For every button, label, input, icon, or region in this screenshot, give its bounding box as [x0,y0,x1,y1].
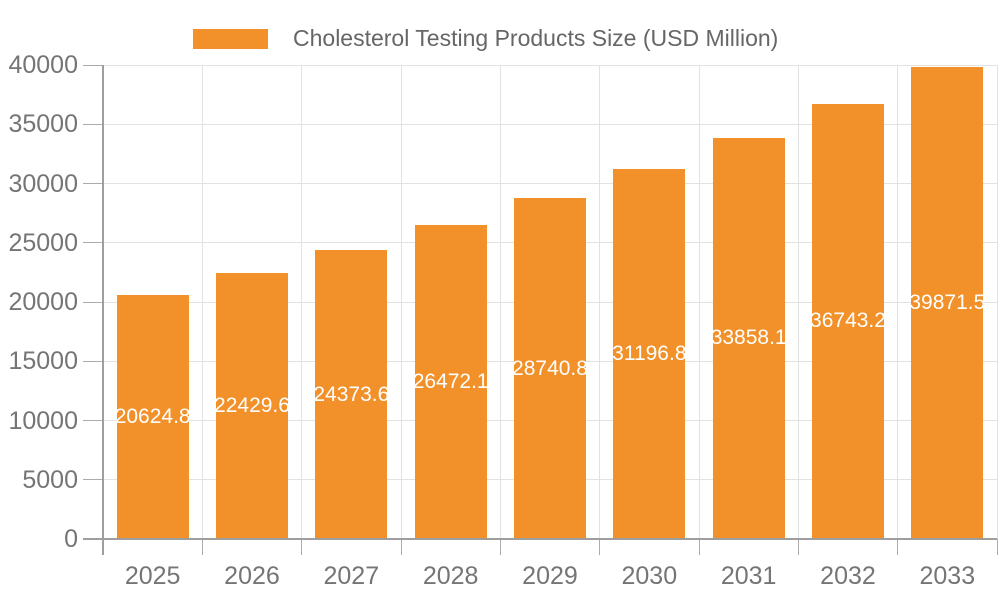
x-tick [499,539,501,555]
y-tick-label: 20000 [8,288,78,316]
y-tick [83,420,103,421]
bar-value-label: 26472.1 [414,370,487,394]
bar-value-label: 33858.1 [712,326,785,350]
y-tick-label: 40000 [8,51,78,79]
y-tick [83,242,103,244]
bar-value-label: 28740.8 [514,356,586,380]
x-gridline [698,65,700,539]
x-tick [698,539,700,555]
x-tick-label: 2030 [621,562,678,590]
x-tick [201,539,203,555]
y-tick-label: 30000 [8,169,78,198]
x-tick [996,539,998,555]
bar[interactable]: 26472.1 [414,225,487,539]
bar-value-label: 39871.5 [911,290,984,314]
y-gridline [103,64,997,66]
bar[interactable]: 24373.6 [315,250,388,539]
legend-swatch[interactable] [193,28,268,49]
bar-value-label: 24373.6 [315,382,388,406]
bar[interactable]: 28740.8 [514,198,586,539]
bar-value-label: 20624.8 [116,404,189,428]
y-tick-label: 25000 [8,228,78,257]
bar-value-label: 31196.8 [613,342,686,366]
x-gridline [499,65,501,539]
x-tick-label: 2032 [820,562,876,590]
x-gridline [301,65,303,539]
x-tick-label: 2029 [522,562,578,590]
x-gridline [897,65,899,539]
bar[interactable]: 20624.8 [116,294,189,539]
y-gridline [103,123,997,125]
x-tick [897,539,899,555]
y-gridline [103,183,997,184]
x-tick-label: 2033 [919,562,976,590]
y-tick [83,479,103,481]
y-tick-label: 35000 [8,110,78,139]
x-gridline [797,65,799,539]
bar[interactable]: 31196.8 [613,169,686,539]
x-tick-label: 2028 [422,562,479,590]
y-tick [83,360,103,362]
y-tick-label: 5000 [22,465,78,494]
x-tick [599,539,601,555]
y-tick [83,123,103,125]
x-tick-label: 2025 [124,562,181,590]
x-tick [797,539,799,555]
bar[interactable]: 39871.5 [911,66,984,539]
x-tick-label: 2027 [323,562,380,590]
bar-value-label: 22429.6 [216,394,288,418]
bar[interactable]: 36743.2 [812,103,884,539]
y-tick [83,301,103,303]
legend-label[interactable]: Cholesterol Testing Products Size (USD M… [293,25,779,51]
y-tick [83,183,103,184]
x-tick [400,539,402,555]
bar-value-label: 36743.2 [812,309,884,333]
bar[interactable]: 22429.6 [216,273,288,539]
x-tick-label: 2026 [224,562,280,590]
y-axis-line [102,65,104,555]
y-tick-label: 15000 [8,347,78,376]
bar[interactable]: 33858.1 [712,137,785,539]
legend: Cholesterol Testing Products Size (USD M… [193,25,778,52]
x-gridline [201,65,203,539]
y-tick [83,64,103,66]
y-tick-label: 0 [64,525,78,553]
x-tick [301,539,303,555]
x-tick-label: 2031 [720,562,777,590]
x-axis-line [83,538,997,540]
x-gridline [996,65,998,539]
x-gridline [599,65,601,539]
y-tick-label: 10000 [8,406,78,435]
x-gridline [400,65,402,539]
